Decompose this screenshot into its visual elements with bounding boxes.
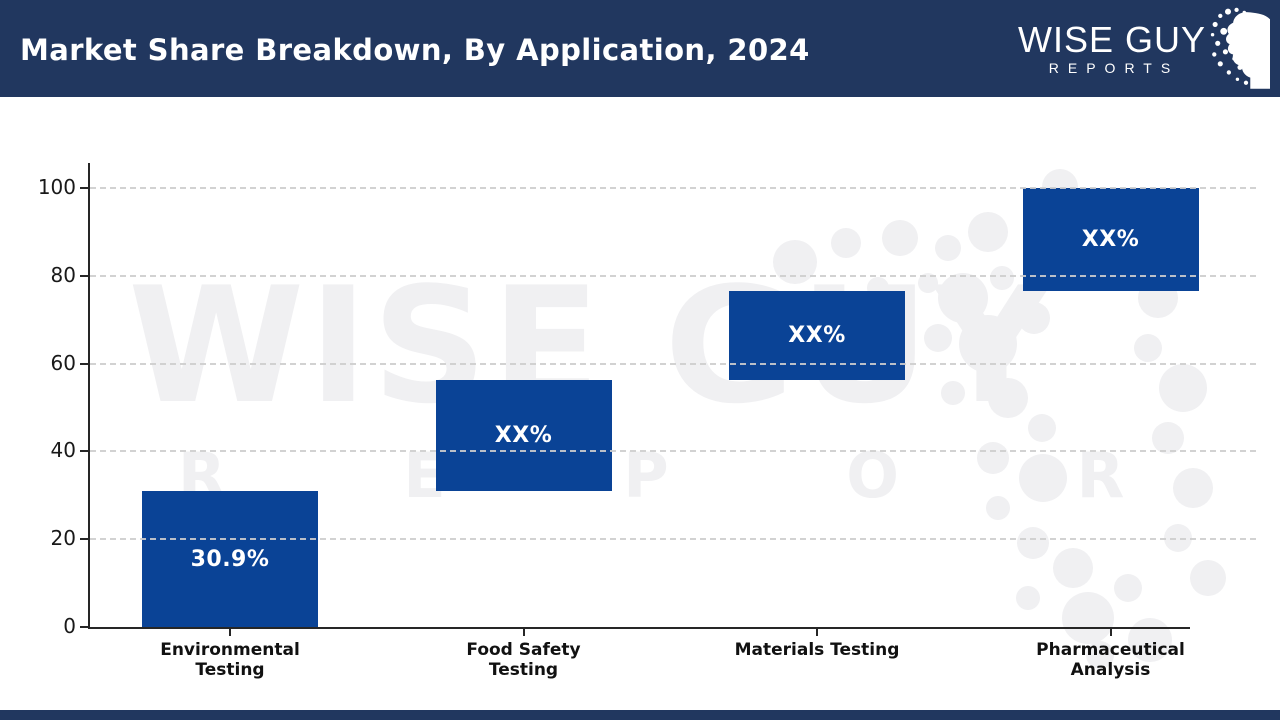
watermark-dot bbox=[988, 378, 1028, 418]
bar-value-label: 30.9% bbox=[190, 546, 270, 572]
y-axis-line bbox=[88, 163, 90, 629]
watermark-dot bbox=[986, 496, 1010, 520]
page-title: Market Share Breakdown, By Application, … bbox=[20, 33, 810, 67]
watermark-dot bbox=[918, 273, 938, 293]
y-tick-mark bbox=[80, 274, 88, 277]
watermark-dot bbox=[935, 235, 961, 261]
watermark-dot bbox=[1159, 364, 1207, 412]
y-tick-mark bbox=[80, 450, 88, 453]
watermark-dot bbox=[1028, 414, 1056, 442]
logo-text: WISE GUY REPORTS bbox=[1018, 20, 1206, 77]
watermark-dot bbox=[968, 212, 1008, 252]
watermark-dot bbox=[1016, 586, 1040, 610]
watermark-dot bbox=[938, 273, 988, 323]
waterfall-bar: XX% bbox=[435, 379, 612, 492]
watermark-dot bbox=[773, 240, 817, 284]
bar-value-label: XX% bbox=[494, 423, 553, 449]
watermark-dot bbox=[1134, 334, 1162, 362]
waterfall-bar: XX% bbox=[1022, 188, 1199, 291]
y-axis-tick-label: 0 bbox=[63, 614, 76, 638]
y-tick-mark bbox=[80, 538, 88, 541]
watermark-dot bbox=[924, 324, 952, 352]
watermark-subtext: R E P O R T S bbox=[178, 439, 1280, 512]
header-bar: Market Share Breakdown, By Application, … bbox=[0, 0, 1280, 97]
waterfall-bar: XX% bbox=[729, 290, 905, 380]
bar-value-label: XX% bbox=[1081, 226, 1140, 252]
x-axis-category-label: Materials Testing bbox=[734, 640, 900, 660]
watermark-dot bbox=[831, 228, 861, 258]
watermark-dot bbox=[977, 442, 1009, 474]
gridline-100 bbox=[90, 187, 1256, 189]
watermark-dot bbox=[1053, 548, 1093, 588]
watermark-dot bbox=[1019, 454, 1067, 502]
wiseguy-logo: WISE GUY REPORTS bbox=[1018, 5, 1270, 91]
y-axis-tick-label: 20 bbox=[50, 526, 76, 551]
watermark-dot bbox=[1017, 527, 1049, 559]
y-axis-tick-label: 100 bbox=[37, 175, 76, 199]
watermark-dot bbox=[1086, 641, 1114, 669]
x-axis-category-label: Food Safety Testing bbox=[466, 640, 581, 681]
logo-wordmark: WISE GUY bbox=[1017, 18, 1206, 60]
gridline-60 bbox=[90, 362, 1256, 365]
y-tick-mark bbox=[80, 362, 88, 365]
y-tick-mark bbox=[80, 626, 88, 628]
watermark-dot bbox=[1114, 574, 1142, 602]
gridline-40 bbox=[90, 450, 1256, 453]
x-tick-mark bbox=[229, 629, 231, 636]
watermark-dot bbox=[1164, 524, 1192, 552]
waterfall-chart: WISE GUY R E P O R T S 02040608010030.9%… bbox=[0, 97, 1280, 710]
footer-bar bbox=[0, 710, 1280, 720]
watermark-dot bbox=[1152, 422, 1184, 454]
watermark-dot bbox=[1128, 618, 1172, 662]
watermark-dot bbox=[990, 266, 1014, 290]
y-axis-tick-label: 60 bbox=[50, 350, 76, 375]
watermark-dot bbox=[1062, 592, 1114, 644]
x-tick-mark bbox=[816, 629, 818, 636]
bar-value-label: XX% bbox=[788, 322, 846, 348]
watermark-dot bbox=[1173, 468, 1213, 508]
wiseguy-face-icon bbox=[1210, 7, 1270, 89]
y-tick-mark bbox=[80, 187, 88, 189]
y-axis-tick-label: 80 bbox=[50, 262, 76, 287]
watermark-dot bbox=[882, 220, 918, 256]
x-axis-category-label: Environmental Testing bbox=[160, 640, 300, 681]
gridline-20 bbox=[90, 538, 1256, 541]
y-axis-tick-label: 40 bbox=[50, 438, 76, 463]
gridline-80 bbox=[90, 274, 1256, 277]
waterfall-bar: 30.9% bbox=[142, 491, 318, 627]
watermark-dot bbox=[941, 381, 965, 405]
watermark-dot bbox=[1190, 560, 1226, 596]
x-tick-mark bbox=[1109, 629, 1112, 636]
x-axis-line bbox=[88, 627, 1190, 629]
watermark-dot bbox=[1018, 302, 1050, 334]
x-axis-category-label: Pharmaceutical Analysis bbox=[1036, 640, 1185, 681]
logo-subtext: REPORTS bbox=[1048, 60, 1180, 77]
x-tick-mark bbox=[522, 629, 525, 636]
